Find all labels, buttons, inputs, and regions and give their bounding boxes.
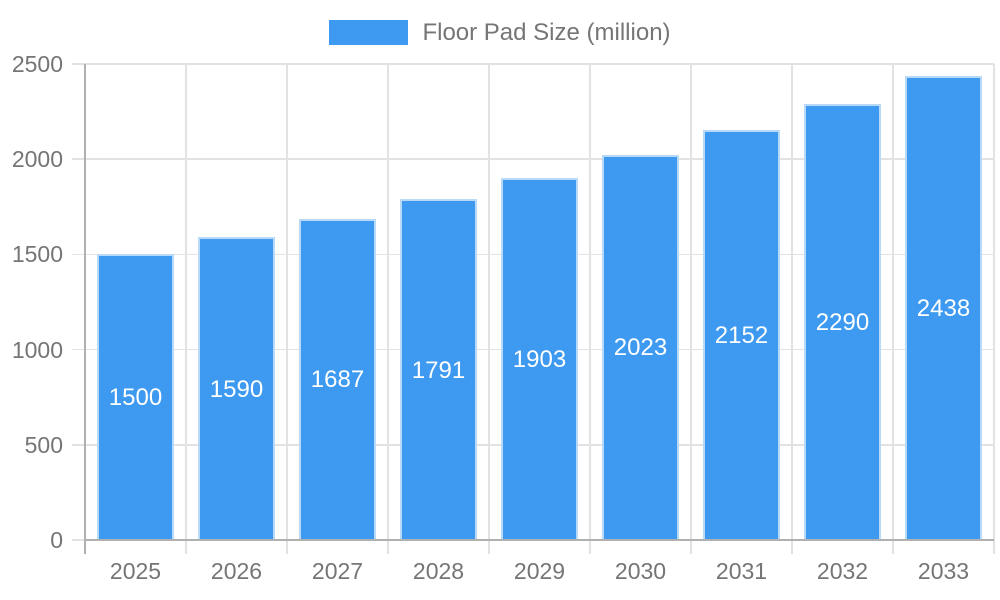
x-tick-mark [488, 540, 490, 554]
y-tick-label: 2000 [11, 146, 63, 173]
plot-area: 0 500 1000 1500 2000 2500 1500 2025 1590 2026 1687… [12, 51, 995, 584]
y-tick-mark [72, 253, 85, 256]
bar-value-label: 1687 [310, 366, 365, 394]
y-tick-label: 1000 [11, 336, 63, 363]
x-tick-label-2030: 2030 [614, 558, 667, 584]
bar-value-label: 2023 [613, 334, 668, 362]
gridline-v [993, 64, 995, 540]
y-tick-label: 0 [50, 527, 63, 553]
gridline-v [488, 64, 490, 540]
y-tick-mark [72, 444, 85, 446]
gridline-v [185, 64, 187, 540]
gridline-v [892, 64, 894, 540]
x-tick-label-2029: 2029 [513, 558, 566, 584]
bar-value-label: 2290 [815, 309, 870, 336]
x-tick-mark [993, 540, 995, 554]
bar-2030[interactable]: 2023 [602, 154, 679, 540]
gridline-h-2500 [85, 63, 994, 65]
y-tick-mark [72, 348, 85, 351]
bar-2031[interactable]: 2152 [703, 130, 780, 540]
x-tick-mark [185, 540, 187, 554]
x-tick-label-2031: 2031 [715, 558, 768, 584]
x-tick-mark [589, 540, 591, 554]
x-tick-label-2025: 2025 [109, 558, 162, 584]
bar-2033[interactable]: 2438 [905, 75, 982, 540]
x-tick-mark [892, 540, 894, 554]
x-tick-label-2028: 2028 [412, 558, 465, 584]
x-tick-mark [387, 540, 389, 554]
y-tick-mark [72, 539, 85, 541]
bar-value-label: 1791 [411, 356, 466, 384]
x-tick-label-2033: 2033 [917, 558, 970, 584]
bar-2028[interactable]: 1791 [400, 199, 477, 540]
y-tick-mark [72, 158, 85, 160]
gridline-v [791, 64, 793, 540]
bar-2026[interactable]: 1590 [198, 237, 275, 540]
bar-2027[interactable]: 1687 [299, 218, 376, 540]
bar-value-label: 1590 [209, 375, 264, 403]
chart-legend: Floor Pad Size (million) [0, 20, 1000, 45]
x-tick-mark [791, 540, 793, 554]
bar-value-label: 2438 [916, 294, 971, 322]
bar-2032[interactable]: 2290 [804, 103, 881, 540]
gridline-v [387, 64, 389, 540]
y-tick-mark [72, 63, 85, 65]
bar-value-label: 2152 [714, 322, 769, 350]
x-tick-label-2027: 2027 [311, 558, 364, 584]
y-tick-label: 2500 [11, 51, 63, 77]
x-tick-mark [286, 540, 288, 554]
x-tick-mark [690, 540, 692, 554]
bar-value-label: 1500 [108, 384, 163, 412]
x-tick-label-2032: 2032 [816, 558, 869, 584]
legend-swatch [329, 20, 409, 45]
bar-2029[interactable]: 1903 [501, 177, 578, 540]
bar-2025[interactable]: 1500 [97, 254, 174, 540]
y-axis-line [84, 64, 86, 554]
legend-item[interactable]: Floor Pad Size (million) [329, 19, 671, 46]
x-axis-line [85, 539, 994, 541]
y-tick-label: 500 [24, 431, 63, 458]
bar-value-label: 1903 [512, 345, 567, 373]
gridline-v [589, 64, 591, 540]
y-tick-label: 1500 [11, 241, 63, 268]
gridline-v [286, 64, 288, 540]
legend-label: Floor Pad Size (million) [422, 19, 671, 46]
gridline-v [690, 64, 692, 540]
x-tick-label-2026: 2026 [210, 558, 263, 584]
gridline-h-2000 [85, 158, 994, 160]
